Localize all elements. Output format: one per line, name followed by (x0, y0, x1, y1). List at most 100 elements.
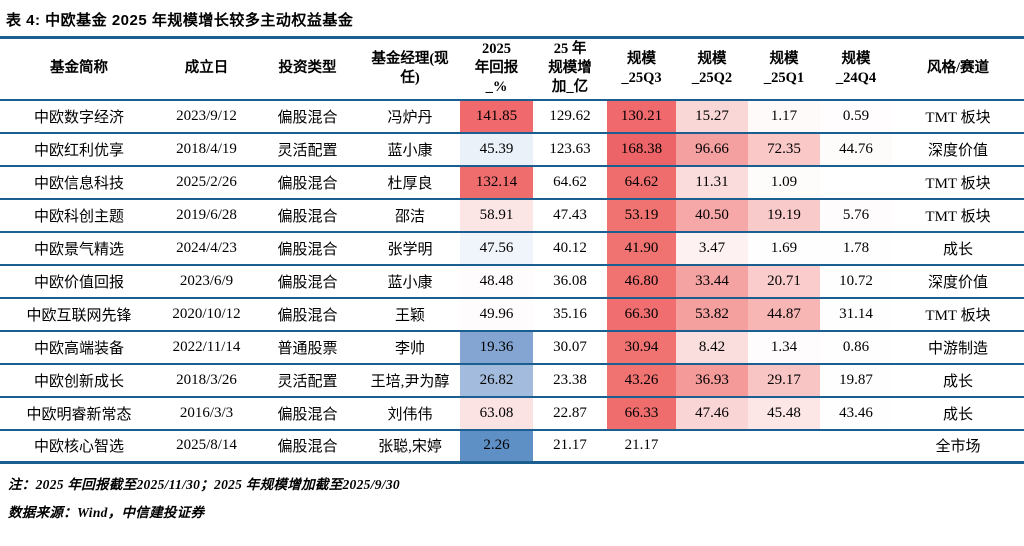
table-row: 中欧互联网先锋 2020/10/12 偏股混合 王颖 49.96 35.16 66.30 53… (0, 297, 1024, 332)
cell-fund-name: 中欧数字经济 (0, 99, 158, 134)
cell-scale-25q2: 15.27 (676, 99, 748, 134)
cell-fund-manager: 邵洁 (360, 198, 460, 233)
cell-scale-25q2: 33.44 (676, 264, 748, 299)
cell-scale-24q4: 1.78 (820, 231, 892, 266)
cell-scale-increase-25: 35.16 (533, 297, 607, 332)
cell-fund-name: 中欧红利优享 (0, 132, 158, 167)
cell-scale-24q4: 0.86 (820, 330, 892, 365)
cell-return-2025-pct: 63.08 (460, 396, 533, 431)
cell-inception-date: 2024/4/23 (158, 231, 255, 266)
cell-fund-manager: 蓝小康 (360, 264, 460, 299)
cell-return-2025-pct: 26.82 (460, 363, 533, 398)
cell-scale-25q2: 8.42 (676, 330, 748, 365)
table-row: 中欧价值回报 2023/6/9 偏股混合 蓝小康 48.48 36.08 46.80 33.4… (0, 264, 1024, 299)
cell-return-2025-pct: 48.48 (460, 264, 533, 299)
table-row: 中欧数字经济 2023/9/12 偏股混合 冯炉丹 141.85 129.62 130.21… (0, 99, 1024, 134)
cell-scale-25q1: 72.35 (748, 132, 820, 167)
cell-inception-date: 2025/2/26 (158, 165, 255, 200)
cell-fund-name: 中欧科创主题 (0, 198, 158, 233)
cell-style-track: 成长 (892, 231, 1024, 266)
footnotes: 注：2025 年回报截至2025/11/30；2025 年规模增加截至2025/… (0, 464, 1024, 526)
cell-scale-25q1: 45.48 (748, 396, 820, 431)
cell-scale-24q4: 19.87 (820, 363, 892, 398)
cell-scale-25q1: 20.71 (748, 264, 820, 299)
cell-scale-24q4: 5.76 (820, 198, 892, 233)
cell-scale-25q1: 1.34 (748, 330, 820, 365)
col-header-return-2025-pct: 2025 年回报 _% (460, 37, 533, 101)
cell-investment-type: 偏股混合 (255, 264, 360, 299)
cell-investment-type: 偏股混合 (255, 99, 360, 134)
cell-scale-25q1 (748, 430, 820, 463)
cell-scale-25q3: 168.38 (607, 132, 676, 167)
cell-style-track: 成长 (892, 363, 1024, 398)
cell-fund-name: 中欧价值回报 (0, 264, 158, 299)
table-row: 中欧创新成长 2018/3/26 灵活配置 王培,尹为醇 26.82 23.38 43.26… (0, 363, 1024, 398)
cell-scale-25q3: 41.90 (607, 231, 676, 266)
header-row: 基金简称 成立日 投资类型 基金经理(现 任) 2025 年回报 _% 25 年 规模增 … (0, 37, 1024, 101)
cell-return-2025-pct: 58.91 (460, 198, 533, 233)
cell-scale-25q2: 36.93 (676, 363, 748, 398)
cell-fund-name: 中欧高端装备 (0, 330, 158, 365)
cell-style-track: 深度价值 (892, 264, 1024, 299)
cell-fund-manager: 王颖 (360, 297, 460, 332)
cell-scale-24q4: 10.72 (820, 264, 892, 299)
col-header-fund-name: 基金简称 (0, 37, 158, 101)
cell-scale-25q3: 64.62 (607, 165, 676, 200)
col-header-scale-25q3: 规模 _25Q3 (607, 37, 676, 101)
cell-scale-increase-25: 47.43 (533, 198, 607, 233)
cell-scale-increase-25: 22.87 (533, 396, 607, 431)
cell-scale-24q4 (820, 165, 892, 200)
table-row: 中欧核心智选 2025/8/14 偏股混合 张聪,宋婷 2.26 21.17 21.17 全市… (0, 429, 1024, 463)
cell-style-track: TMT 板块 (892, 297, 1024, 332)
cell-return-2025-pct: 132.14 (460, 165, 533, 200)
cell-scale-24q4: 43.46 (820, 396, 892, 431)
cell-fund-manager: 李帅 (360, 330, 460, 365)
cell-style-track: TMT 板块 (892, 99, 1024, 134)
cell-inception-date: 2023/9/12 (158, 99, 255, 134)
table-row: 中欧红利优享 2018/4/19 灵活配置 蓝小康 45.39 123.63 168.38 9… (0, 132, 1024, 167)
cell-scale-increase-25: 64.62 (533, 165, 607, 200)
col-header-investment-type: 投资类型 (255, 37, 360, 101)
cell-inception-date: 2025/8/14 (176, 437, 237, 454)
cell-scale-increase-25: 23.38 (533, 363, 607, 398)
cell-scale-25q1: 1.69 (748, 231, 820, 266)
cell-fund-name: 中欧明睿新常态 (0, 396, 158, 431)
table-row: 中欧明睿新常态 2016/3/3 偏股混合 刘伟伟 63.08 22.87 66.33 47.… (0, 396, 1024, 431)
cell-fund-manager: 刘伟伟 (360, 396, 460, 431)
cell-fund-manager: 王培,尹为醇 (360, 363, 460, 398)
cell-return-2025-pct: 45.39 (460, 132, 533, 167)
cell-scale-25q3: 66.33 (607, 396, 676, 431)
cell-fund-name: 中欧核心智选 (33, 439, 124, 456)
cell-scale-increase-25: 129.62 (533, 99, 607, 134)
cell-investment-type: 偏股混合 (255, 396, 360, 431)
cell-scale-24q4: 31.14 (820, 297, 892, 332)
cell-scale-25q1: 19.19 (748, 198, 820, 233)
cell-scale-24q4: 0.59 (820, 99, 892, 134)
cell-inception-date: 2018/4/19 (158, 132, 255, 167)
cell-inception-date: 2023/6/9 (158, 264, 255, 299)
table-body: 中欧数字经济 2023/9/12 偏股混合 冯炉丹 141.85 129.62 130.21… (0, 99, 1024, 463)
cell-investment-type: 灵活配置 (255, 363, 360, 398)
cell-fund-manager: 张学明 (360, 231, 460, 266)
cell-fund-manager: 冯炉丹 (360, 99, 460, 134)
cell-scale-25q3: 30.94 (607, 330, 676, 365)
cell-fund-name: 中欧信息科技 (0, 165, 158, 200)
cell-scale-increase-25: 21.17 (553, 437, 587, 454)
cell-scale-24q4 (820, 430, 892, 463)
table-header: 基金简称 成立日 投资类型 基金经理(现 任) 2025 年回报 _% 25 年 规模增 … (0, 37, 1024, 101)
cell-scale-25q2: 40.50 (676, 198, 748, 233)
cell-fund-manager: 蓝小康 (360, 132, 460, 167)
cell-style-track: 全市场 (935, 439, 981, 456)
cell-scale-25q2 (676, 430, 748, 463)
cell-fund-manager: 杜厚良 (360, 165, 460, 200)
cell-scale-25q1: 29.17 (748, 363, 820, 398)
cell-investment-type: 灵活配置 (255, 132, 360, 167)
cell-return-2025-pct: 19.36 (460, 330, 533, 365)
cell-style-track: 深度价值 (892, 132, 1024, 167)
cell-scale-25q1: 1.17 (748, 99, 820, 134)
table-row: 中欧科创主题 2019/6/28 偏股混合 邵洁 58.91 47.43 53.19 40.5… (0, 198, 1024, 233)
cell-scale-25q3: 46.80 (607, 264, 676, 299)
cell-scale-increase-25: 30.07 (533, 330, 607, 365)
col-header-scale-25q1: 规模 _25Q1 (748, 37, 820, 101)
cell-scale-25q1: 44.87 (748, 297, 820, 332)
